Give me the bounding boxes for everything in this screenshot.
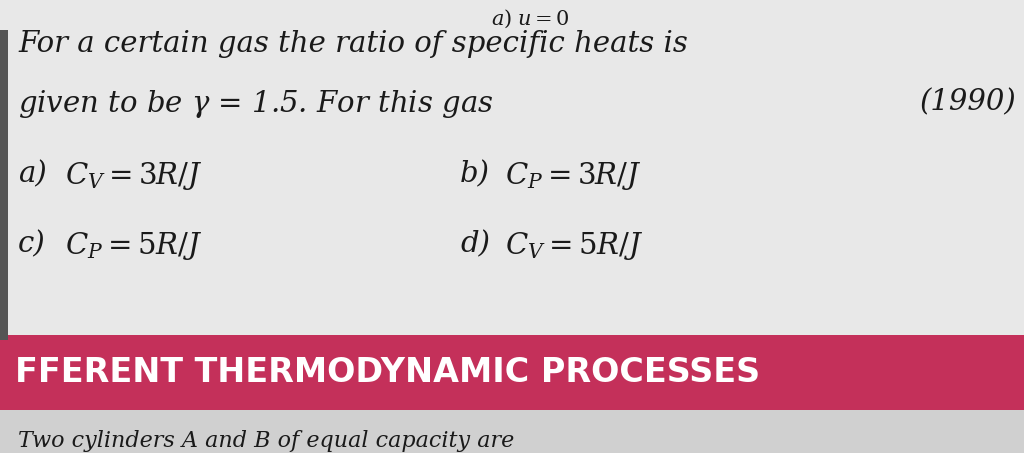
Text: $C_V = 5R/J$: $C_V = 5R/J$ [505, 230, 643, 262]
Text: $C_P = 5R/J$: $C_P = 5R/J$ [65, 230, 203, 262]
Bar [0, 335, 1024, 410]
Text: b): b) [460, 160, 490, 188]
Text: (1990): (1990) [920, 88, 1017, 116]
Text: FFERENT THERMODYNAMIC PROCESSES: FFERENT THERMODYNAMIC PROCESSES [15, 356, 760, 389]
Text: d): d) [460, 230, 490, 258]
Text: $a)\;u=0$: $a)\;u=0$ [490, 8, 569, 30]
Bar [0, 410, 1024, 453]
Text: given to be $\gamma$ = 1.5. For this gas: given to be $\gamma$ = 1.5. For this gas [18, 88, 494, 120]
Text: $C_V = 3R/J$: $C_V = 3R/J$ [65, 160, 203, 192]
Text: Two cylinders A and B of equal capacity are: Two cylinders A and B of equal capacity … [18, 430, 514, 452]
Text: c): c) [18, 230, 46, 258]
Text: a): a) [18, 160, 47, 188]
Bar [0, 30, 8, 340]
Text: For a certain gas the ratio of specific heats is: For a certain gas the ratio of specific … [18, 30, 688, 58]
Text: $C_P = 3R/J$: $C_P = 3R/J$ [505, 160, 641, 192]
